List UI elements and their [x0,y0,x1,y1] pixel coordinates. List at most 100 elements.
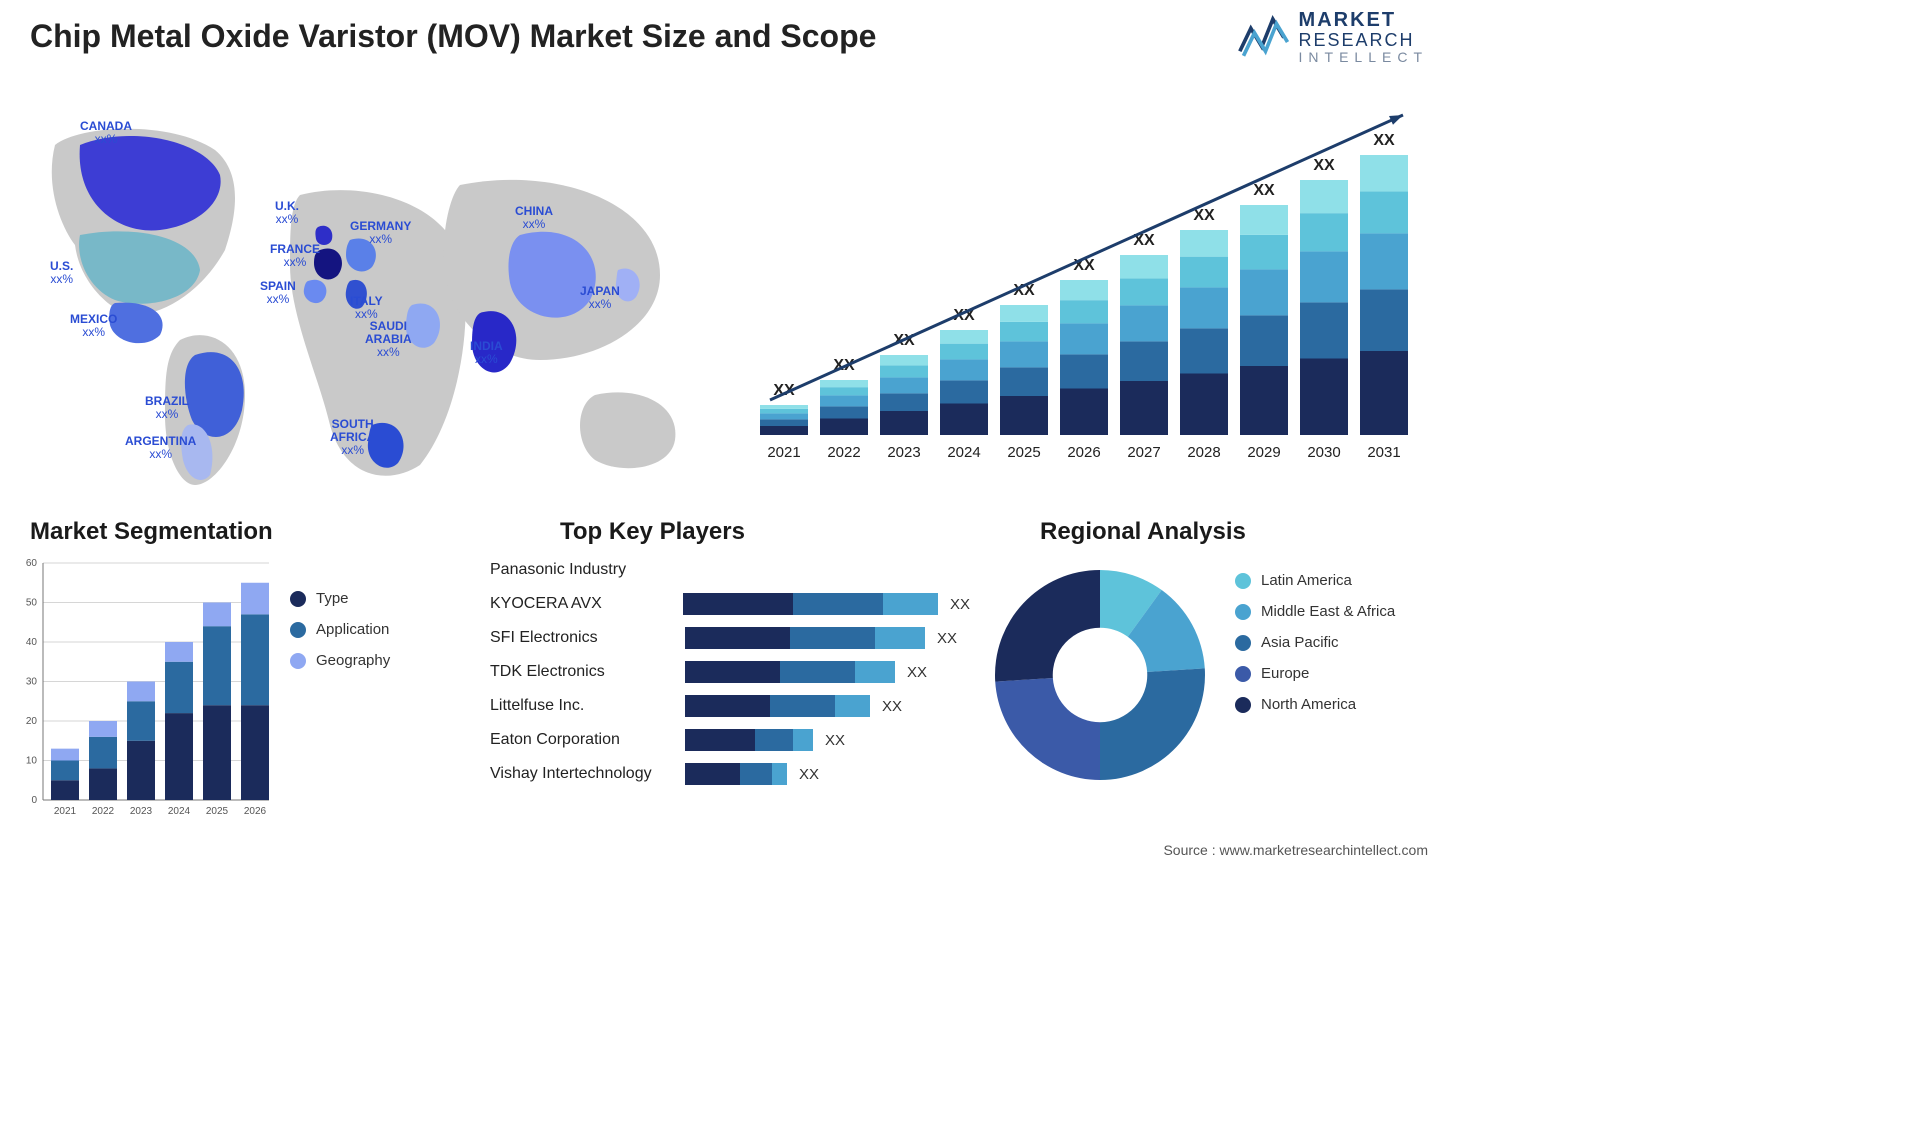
source-text: Source : www.marketresearchintellect.com [1163,842,1428,858]
region-legend-item: Europe [1235,665,1395,682]
player-row: Eaton Corporation XX [490,725,970,755]
svg-text:2022: 2022 [92,806,115,817]
segmentation-chart-svg: 0102030405060202120222023202420252026 [15,555,275,825]
legend-dot-icon [290,622,306,638]
forecast-chart: XX2021XX2022XX2023XX2024XX2025XX2026XX20… [748,95,1428,475]
legend-dot-icon [1235,697,1251,713]
country-label-saudiarabia: SAUDIARABIAxx% [365,320,412,360]
forecast-chart-svg: XX2021XX2022XX2023XX2024XX2025XX2026XX20… [748,95,1428,475]
legend-label: Europe [1261,665,1309,682]
player-row: KYOCERA AVX XX [490,589,970,619]
country-label-germany: GERMANYxx% [350,220,411,246]
legend-label: Middle East & Africa [1261,603,1395,620]
logo-mark-icon [1238,10,1293,65]
svg-text:2026: 2026 [244,806,267,817]
player-bar [685,627,925,649]
country-label-brazil: BRAZILxx% [145,395,189,421]
country-label-india: INDIAxx% [470,340,503,366]
player-value: XX [882,698,902,715]
region-legend-item: North America [1235,696,1395,713]
player-label: TDK Electronics [490,663,685,681]
svg-text:2022: 2022 [827,444,860,461]
seg-legend-item: Geography [290,652,390,669]
svg-text:2023: 2023 [887,444,920,461]
svg-text:XX: XX [1253,182,1275,199]
world-map: CANADAxx% U.S.xx% MEXICOxx% BRAZILxx% ARGENT… [20,85,720,495]
svg-text:2021: 2021 [767,444,800,461]
legend-label: Asia Pacific [1261,634,1339,651]
svg-text:2021: 2021 [54,806,77,817]
svg-text:0: 0 [31,795,37,806]
logo-text-3: INTELLECT [1299,50,1428,65]
svg-text:20: 20 [26,716,38,727]
svg-text:2027: 2027 [1127,444,1160,461]
segmentation-legend: Type Application Geography [290,590,390,683]
regional-header: Regional Analysis [1040,518,1246,546]
svg-text:2031: 2031 [1367,444,1400,461]
player-label: Panasonic Industry [490,561,685,579]
player-label: Eaton Corporation [490,731,685,749]
country-label-china: CHINAxx% [515,205,553,231]
player-row: TDK Electronics XX [490,657,970,687]
legend-dot-icon [1235,604,1251,620]
player-bar [685,729,813,751]
svg-text:2030: 2030 [1307,444,1340,461]
svg-text:2024: 2024 [168,806,191,817]
player-label: Littelfuse Inc. [490,697,685,715]
logo-text-1: MARKET [1299,10,1428,31]
region-legend-item: Middle East & Africa [1235,603,1395,620]
player-value: XX [937,630,957,647]
logo-text-2: RESEARCH [1299,31,1428,50]
player-value: XX [825,732,845,749]
country-label-spain: SPAINxx% [260,280,296,306]
player-value: XX [907,664,927,681]
country-label-uk: U.K.xx% [275,200,299,226]
country-label-southafrica: SOUTHAFRICAxx% [330,418,375,458]
seg-legend-item: Application [290,621,390,638]
player-value: XX [950,596,970,613]
player-row: Panasonic Industry [490,555,970,585]
legend-label: Type [316,590,349,607]
brand-logo: MARKET RESEARCH INTELLECT [1238,10,1428,65]
regional-legend: Latin America Middle East & Africa Asia Pa… [1235,572,1395,727]
legend-dot-icon [290,653,306,669]
legend-label: Application [316,621,389,638]
svg-text:60: 60 [26,558,38,569]
svg-text:40: 40 [26,637,38,648]
country-label-canada: CANADAxx% [80,120,132,146]
player-row: Littelfuse Inc. XX [490,691,970,721]
country-label-argentina: ARGENTINAxx% [125,435,196,461]
legend-label: Latin America [1261,572,1352,589]
player-row: SFI Electronics XX [490,623,970,653]
legend-dot-icon [1235,666,1251,682]
segmentation-chart: 0102030405060202120222023202420252026 [15,555,275,825]
country-label-japan: JAPANxx% [580,285,620,311]
player-bar [685,661,895,683]
player-value: XX [799,766,819,783]
svg-text:2025: 2025 [1007,444,1040,461]
legend-dot-icon [1235,573,1251,589]
legend-label: North America [1261,696,1356,713]
player-label: KYOCERA AVX [490,595,683,613]
svg-text:2023: 2023 [130,806,153,817]
svg-text:50: 50 [26,598,38,609]
key-players-header: Top Key Players [560,518,745,546]
svg-text:2025: 2025 [206,806,229,817]
svg-text:10: 10 [26,756,38,767]
player-row: Vishay IntertechnologyXX [490,759,970,789]
svg-text:2028: 2028 [1187,444,1220,461]
key-players-chart: Panasonic IndustryKYOCERA AVXXXSFI Elect… [490,555,970,793]
regional-donut-svg [985,560,1215,790]
svg-text:2026: 2026 [1067,444,1100,461]
page-title: Chip Metal Oxide Varistor (MOV) Market S… [30,18,876,55]
country-label-mexico: MEXICOxx% [70,313,117,339]
svg-text:XX: XX [1373,132,1395,149]
region-legend-item: Asia Pacific [1235,634,1395,651]
country-label-us: U.S.xx% [50,260,73,286]
svg-text:XX: XX [1313,157,1335,174]
player-label: SFI Electronics [490,629,685,647]
player-bar [685,763,787,785]
seg-legend-item: Type [290,590,390,607]
region-legend-item: Latin America [1235,572,1395,589]
svg-text:2029: 2029 [1247,444,1280,461]
